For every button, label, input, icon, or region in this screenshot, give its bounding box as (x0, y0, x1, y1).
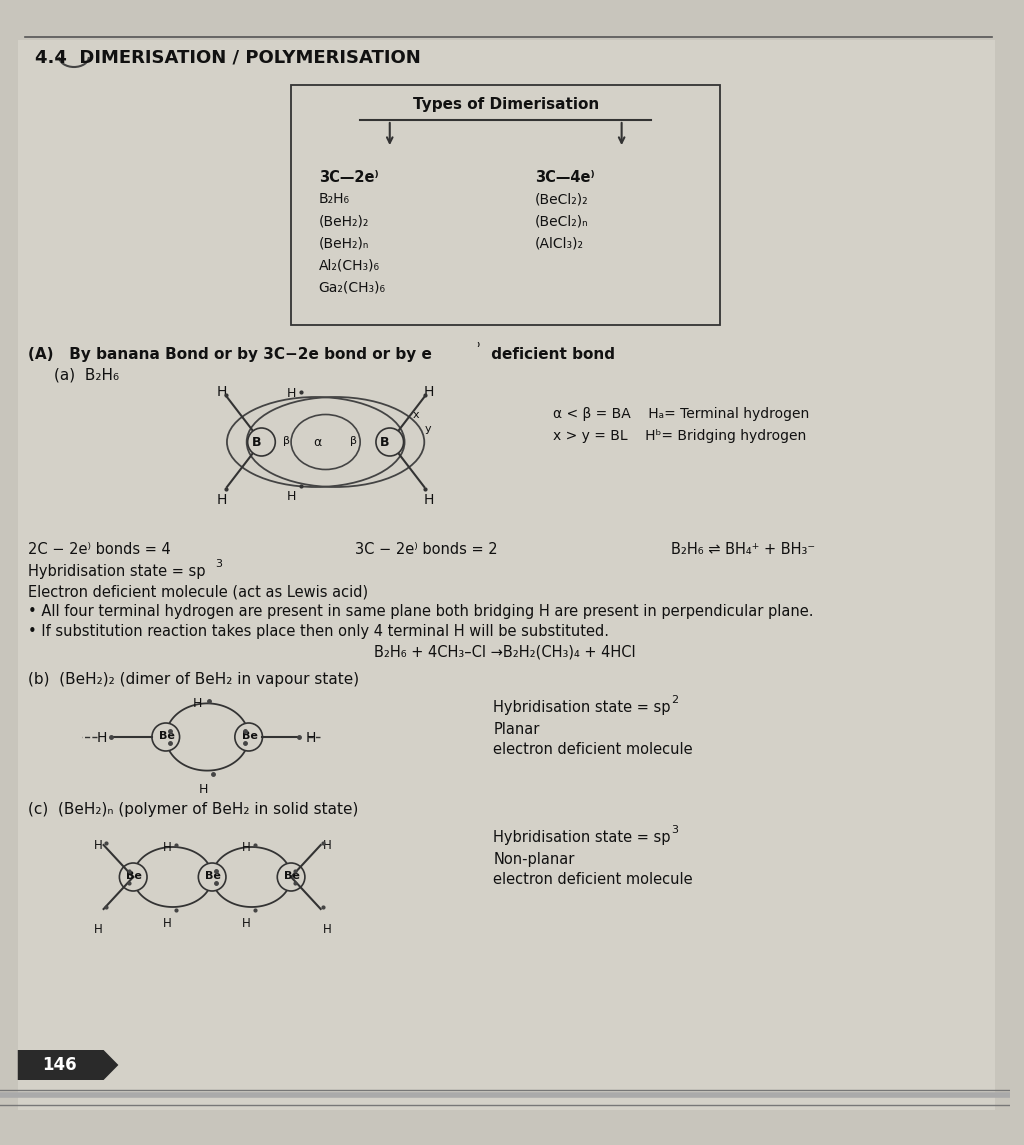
Text: 4.4  DIMERISATION / POLYMERISATION: 4.4 DIMERISATION / POLYMERISATION (35, 48, 420, 66)
Text: 2: 2 (671, 695, 678, 705)
Text: y: y (424, 424, 431, 434)
Text: B₂H₆ ⇌ BH₄⁺ + BH₃⁻: B₂H₆ ⇌ BH₄⁺ + BH₃⁻ (671, 542, 815, 556)
Text: H: H (96, 731, 108, 745)
Text: • If substitution reaction takes place then only 4 terminal H will be substitute: • If substitution reaction takes place t… (28, 624, 608, 639)
Text: (BeCl₂)₂: (BeCl₂)₂ (535, 192, 589, 206)
Text: 3: 3 (215, 559, 222, 569)
Text: H: H (424, 385, 434, 398)
Text: Be: Be (285, 871, 300, 881)
Text: Ga₂(CH₃)₆: Ga₂(CH₃)₆ (318, 281, 386, 294)
Text: Hybridisation state = sp: Hybridisation state = sp (494, 700, 671, 714)
Text: Be: Be (126, 871, 142, 881)
Text: H: H (323, 839, 332, 852)
Circle shape (152, 722, 179, 751)
Text: 3C − 2e⁾ bonds = 2: 3C − 2e⁾ bonds = 2 (355, 542, 498, 556)
Text: 146: 146 (42, 1056, 77, 1074)
Ellipse shape (291, 414, 360, 469)
Text: α: α (313, 436, 322, 449)
Text: Be: Be (242, 731, 258, 741)
Text: H: H (242, 917, 251, 930)
Text: H: H (163, 917, 172, 930)
Text: (b)  (BeH₂)₂ (dimer of BeH₂ in vapour state): (b) (BeH₂)₂ (dimer of BeH₂ in vapour sta… (28, 672, 358, 687)
Text: β: β (283, 436, 290, 447)
Text: H: H (424, 493, 434, 507)
Text: H: H (94, 839, 102, 852)
Text: 2C − 2e⁾ bonds = 4: 2C − 2e⁾ bonds = 4 (28, 542, 170, 556)
Text: H: H (217, 493, 227, 507)
Text: H: H (193, 697, 202, 710)
Text: H: H (287, 387, 296, 400)
Circle shape (199, 863, 226, 891)
Text: β: β (350, 436, 356, 447)
Text: x: x (413, 410, 419, 420)
Text: 3: 3 (671, 826, 678, 835)
Text: H: H (199, 782, 208, 796)
Text: (BeH₂)ₙ: (BeH₂)ₙ (318, 236, 369, 250)
Text: (BeH₂)₂: (BeH₂)₂ (318, 214, 369, 228)
Text: Electron deficient molecule (act as Lewis acid): Electron deficient molecule (act as Lewi… (28, 584, 368, 599)
Text: H: H (217, 385, 227, 398)
Text: (AlCl₃)₂: (AlCl₃)₂ (535, 236, 584, 250)
Text: Non-planar: Non-planar (494, 852, 574, 867)
Text: Al₂(CH₃)₆: Al₂(CH₃)₆ (318, 258, 380, 273)
Text: ⁾: ⁾ (476, 342, 480, 352)
Text: H: H (242, 840, 251, 854)
Polygon shape (17, 1050, 119, 1080)
Text: electron deficient molecule: electron deficient molecule (494, 872, 693, 887)
Text: H: H (94, 923, 102, 935)
Text: Hybridisation state = sp: Hybridisation state = sp (28, 564, 205, 579)
Text: B: B (252, 436, 261, 449)
Text: H: H (306, 731, 316, 745)
Text: Be: Be (159, 731, 175, 741)
Circle shape (278, 863, 305, 891)
Text: (c)  (BeH₂)ₙ (polymer of BeH₂ in solid state): (c) (BeH₂)ₙ (polymer of BeH₂ in solid st… (28, 802, 358, 818)
Bar (291, 85, 720, 325)
Circle shape (234, 722, 262, 751)
Circle shape (248, 428, 275, 456)
Text: electron deficient molecule: electron deficient molecule (494, 742, 693, 757)
Text: B₂H₆: B₂H₆ (318, 192, 350, 206)
Circle shape (120, 863, 147, 891)
Text: (BeCl₂)ₙ: (BeCl₂)ₙ (535, 214, 589, 228)
Text: deficient bond: deficient bond (486, 347, 615, 362)
Text: H: H (323, 923, 332, 935)
Text: H: H (287, 490, 296, 503)
Text: 3C—2e⁾: 3C—2e⁾ (318, 169, 378, 185)
Text: Hybridisation state = sp: Hybridisation state = sp (494, 830, 671, 845)
Text: x > y = BL    Hᵇ= Bridging hydrogen: x > y = BL Hᵇ= Bridging hydrogen (553, 429, 806, 443)
Text: H: H (163, 840, 172, 854)
Text: 3C—4e⁾: 3C—4e⁾ (535, 169, 594, 185)
Text: (A)   By banana Bond or by 3C−2e bond or by e: (A) By banana Bond or by 3C−2e bond or b… (28, 347, 431, 362)
Text: Planar: Planar (494, 722, 540, 737)
Text: Be: Be (205, 871, 221, 881)
Text: • All four terminal hydrogen are present in same plane both bridging H are prese: • All four terminal hydrogen are present… (28, 605, 813, 619)
Text: α < β = BA    Hₐ= Terminal hydrogen: α < β = BA Hₐ= Terminal hydrogen (553, 406, 809, 421)
Text: (a)  B₂H₆: (a) B₂H₆ (54, 368, 119, 382)
Text: B₂H₆ + 4CH₃–Cl →B₂H₂(CH₃)₄ + 4HCl: B₂H₆ + 4CH₃–Cl →B₂H₂(CH₃)₄ + 4HCl (375, 643, 636, 660)
Text: B: B (380, 436, 389, 449)
Text: Types of Dimerisation: Types of Dimerisation (413, 97, 599, 112)
Circle shape (376, 428, 403, 456)
